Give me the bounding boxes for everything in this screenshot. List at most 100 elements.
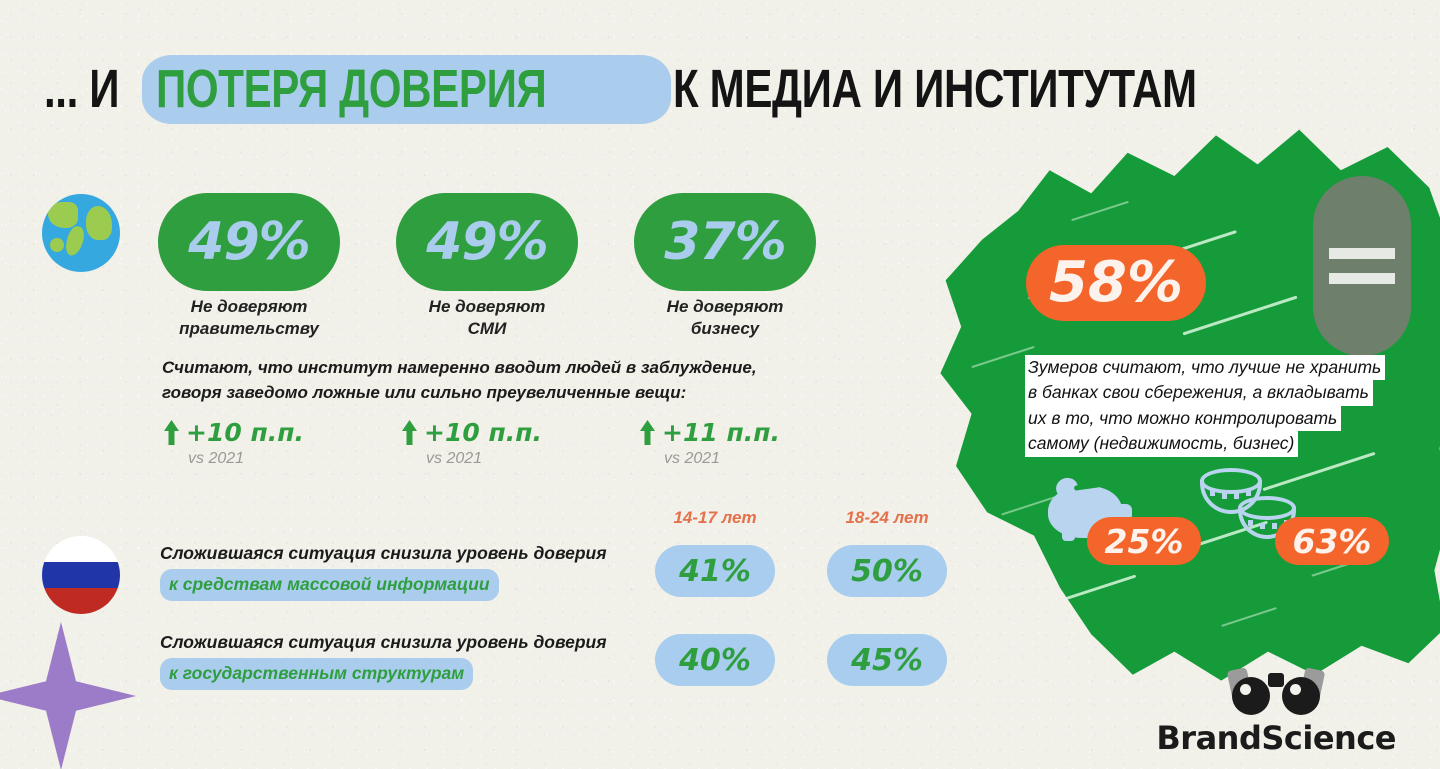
coin-edge-dash xyxy=(1272,523,1277,529)
mislead-line-1: Считают, что институт намеренно вводит л… xyxy=(162,358,757,377)
sparkle-decoration xyxy=(0,622,136,769)
flag-band-blue xyxy=(42,561,120,588)
brand-name: BrandScience xyxy=(1156,719,1396,757)
caption-line: Не доверяют xyxy=(190,297,308,316)
brand-logo: BrandScience xyxy=(1156,667,1396,757)
delta-value-2: +10 п.п. xyxy=(424,418,542,447)
blob-streak xyxy=(991,152,1075,183)
blob-text-line: их в то, что можно контролировать xyxy=(1025,405,1342,432)
delta-group-1: +10 п.п. vs 2021 xyxy=(164,418,304,468)
russia-statement-2: Сложившаяся ситуация снизила уровень дов… xyxy=(160,629,640,690)
value-text: 45% xyxy=(851,642,923,678)
coin-edge-dash xyxy=(1234,493,1239,499)
delta-baseline-2: vs 2021 xyxy=(426,450,483,467)
global-stat-caption-3: Не доверяют бизнесу xyxy=(610,296,840,340)
delta-baseline-3: vs 2021 xyxy=(664,450,721,467)
caption-line: СМИ xyxy=(467,318,507,338)
value-text: 50% xyxy=(851,553,923,589)
globe-landmass xyxy=(48,202,78,228)
delta-row: +10 п.п. xyxy=(402,418,542,447)
global-stat-value-1: 49% xyxy=(188,212,310,272)
coin-edge-dash xyxy=(1246,490,1251,496)
blob-text-line: в банках свои сбережения, а вкладывать xyxy=(1025,380,1373,406)
value-text: 41% xyxy=(679,553,751,589)
flag-band-red xyxy=(42,587,120,614)
delta-row: +11 п.п. xyxy=(640,418,780,447)
arrow-up-icon xyxy=(164,420,179,445)
blob-streak xyxy=(1221,607,1277,627)
equals-badge xyxy=(1313,176,1411,356)
global-stat-caption-1: Не доверяют правительству xyxy=(134,296,364,340)
global-stat-value-2: 49% xyxy=(426,212,548,272)
russian-flag-icon xyxy=(42,536,120,614)
title-highlight-text: ПОТЕРЯ ДОВЕРИЯ xyxy=(156,59,547,119)
blob-streak xyxy=(1051,574,1137,605)
global-stat-value-3: 37% xyxy=(664,212,786,272)
delta-baseline-1: vs 2021 xyxy=(188,450,245,467)
piggy-stat-pill: 25% xyxy=(1087,517,1201,565)
caption-line: Не доверяют xyxy=(666,297,784,316)
arrow-up-icon xyxy=(640,420,655,445)
coin-edge-dash xyxy=(1222,493,1227,499)
coins-stat-pill: 63% xyxy=(1275,517,1389,565)
statement-line-plain: Сложившаяся ситуация снизила уровень дов… xyxy=(160,543,607,563)
russia-value-row1-col1: 41% xyxy=(655,545,775,597)
coin-edge-dash xyxy=(1210,490,1215,496)
russia-value-row2-col1: 40% xyxy=(655,634,775,686)
binoculars-icon xyxy=(1226,667,1326,717)
binoculars-bridge xyxy=(1268,673,1285,687)
coins-icon xyxy=(1200,468,1310,554)
blob-streak xyxy=(1071,200,1129,222)
statement-line-highlight: к средствам массовой информации xyxy=(160,569,499,601)
coins-stat-value: 63% xyxy=(1292,521,1372,561)
delta-group-3: +11 п.п. vs 2021 xyxy=(640,418,780,468)
value-text: 40% xyxy=(679,642,751,678)
delta-row: +10 п.п. xyxy=(164,418,304,447)
statement-line-plain: Сложившаяся ситуация снизила уровень дов… xyxy=(160,632,607,652)
coin-edge-dash xyxy=(1248,520,1253,526)
title-highlight-wrap: ПОТЕРЯ ДОВЕРИЯ xyxy=(142,55,671,124)
binoculars-lens-left xyxy=(1232,677,1271,715)
delta-value-3: +11 п.п. xyxy=(662,418,780,447)
delta-group-2: +10 п.п. vs 2021 xyxy=(402,418,542,468)
global-stat-pill-2: 49% xyxy=(396,193,578,291)
delta-value-1: +10 п.п. xyxy=(186,418,304,447)
title-part2: К МЕДИА И ИНСТИТУТАМ xyxy=(672,59,1197,119)
age-header-18-24: 18-24 лет xyxy=(845,508,929,527)
russia-statement-1: Сложившаяся ситуация снизила уровень дов… xyxy=(160,540,640,601)
zoomer-savings-value: 58% xyxy=(1048,250,1184,315)
globe-landmass xyxy=(64,224,86,258)
equals-icon-bar-bottom xyxy=(1329,273,1395,284)
statement-line-highlight: к государственным структурам xyxy=(160,658,474,690)
binoculars-lens-right xyxy=(1282,677,1321,715)
globe-landmass xyxy=(86,206,112,240)
zoomer-savings-headline-pill: 58% xyxy=(1026,245,1206,321)
piggy-stat-value: 25% xyxy=(1104,521,1184,561)
caption-line: Не доверяют xyxy=(428,297,546,316)
global-stat-pill-3: 37% xyxy=(634,193,816,291)
flag-band-white xyxy=(42,536,120,562)
global-stat-pill-1: 49% xyxy=(158,193,340,291)
coin-edge-dash xyxy=(1260,523,1265,529)
mislead-statement: Считают, что институт намеренно вводит л… xyxy=(162,356,802,405)
globe-icon xyxy=(42,194,120,272)
title-part1: ... И xyxy=(44,59,120,119)
mislead-line-2: говоря заведомо ложные или сильно преуве… xyxy=(162,382,687,402)
equals-icon-bar-top xyxy=(1329,248,1395,259)
caption-line: правительству xyxy=(179,318,319,338)
russia-value-row1-col2: 50% xyxy=(827,545,947,597)
blob-text-line: Зумеров считают, что лучше не хранить xyxy=(1025,355,1386,381)
piggy-leg xyxy=(1062,530,1075,541)
caption-line: бизнесу xyxy=(690,318,760,338)
page-title: ... И ПОТЕРЯ ДОВЕРИЯ К МЕДИА И ИНСТИТУТА… xyxy=(44,55,1344,124)
blob-text-line: самому (недвижимость, бизнес) xyxy=(1025,431,1299,457)
global-stat-caption-2: Не доверяют СМИ xyxy=(372,296,602,340)
zoomer-savings-body: Зумеров считают, что лучше не хранить в … xyxy=(1025,355,1425,457)
russia-value-row2-col2: 45% xyxy=(827,634,947,686)
arrow-up-icon xyxy=(402,420,417,445)
piggy-snout xyxy=(1112,504,1132,521)
age-header-14-17: 14-17 лет xyxy=(673,508,757,527)
globe-landmass xyxy=(50,238,64,252)
title-highlight-background xyxy=(142,55,671,124)
